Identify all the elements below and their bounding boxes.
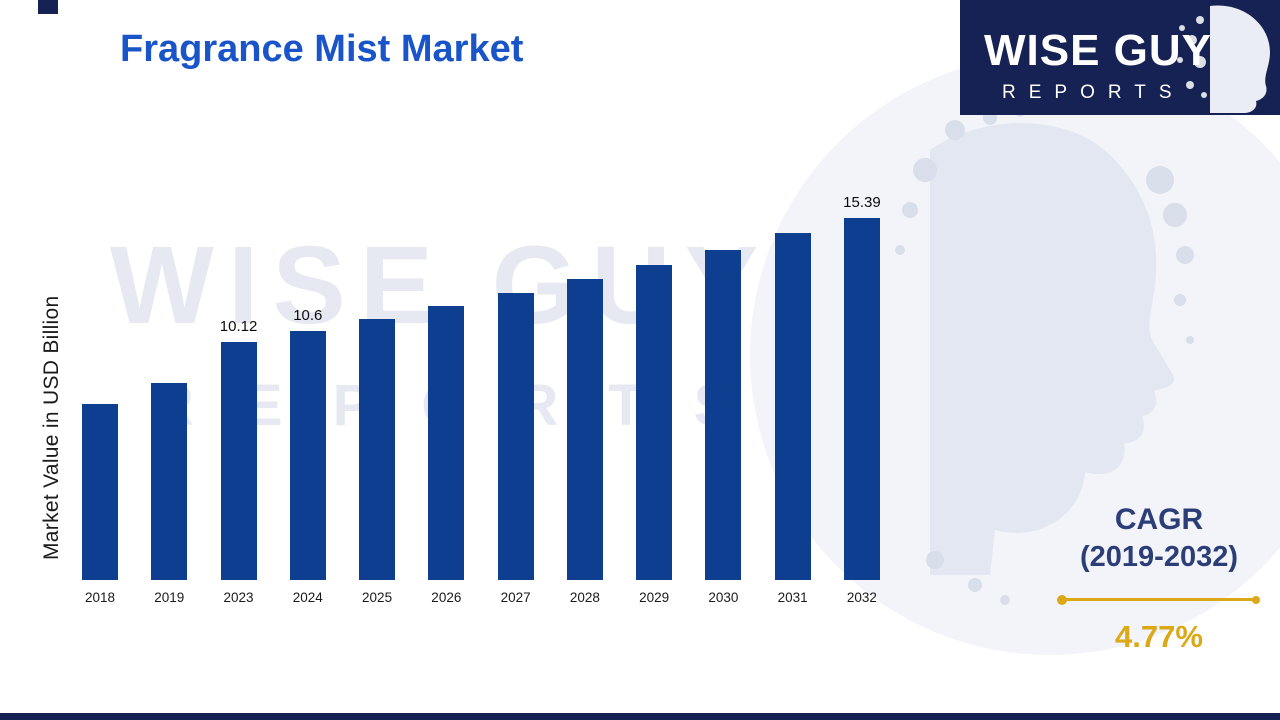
bar-2029 [636, 265, 673, 580]
bar-column: 15.39 2032 [843, 0, 881, 605]
bar-value-label: 10.12 [219, 318, 258, 335]
bar-column: 2029 [636, 0, 673, 605]
corner-accent [38, 0, 58, 14]
y-axis-label: Market Value in USD Billion [40, 295, 63, 560]
x-tick-2026: 2026 [431, 590, 462, 605]
cagr-label: CAGR [1114, 503, 1204, 536]
chart-title: Fragrance Mist Market [120, 28, 524, 70]
cagr-value: 4.77% [1115, 619, 1203, 654]
x-tick-2025: 2025 [362, 590, 393, 605]
bar-2019 [151, 383, 188, 580]
bar-column: 2028 [566, 0, 603, 605]
x-tick-2032: 2032 [846, 590, 877, 605]
bar-column: 2026 [428, 0, 465, 605]
cagr-block: CAGR (2019-2032) 4.77% [1044, 503, 1274, 655]
bar-column: 2025 [359, 0, 396, 605]
bar-column: 2018 [82, 0, 118, 605]
bar-2023 [220, 342, 257, 580]
x-tick-2028: 2028 [569, 590, 600, 605]
x-tick-2031: 2031 [777, 590, 808, 605]
logo-face-icon [1177, 5, 1270, 114]
bar-chart: 2018 2019 10.12 2023 10.6 2024 2025 2026 2027 202… [82, 0, 881, 605]
x-tick-2024: 2024 [292, 590, 323, 605]
x-tick-2023: 2023 [223, 590, 254, 605]
x-tick-2019: 2019 [154, 590, 185, 605]
bar-column: 10.6 2024 [289, 0, 326, 605]
bar-column: 2019 [151, 0, 188, 605]
cagr-divider-line [1057, 594, 1260, 605]
bar-2030 [705, 250, 742, 580]
bar-2026 [428, 306, 465, 580]
logo-subtitle: REPORTS [1002, 82, 1185, 103]
wiseguy-logo: WISE GUY REPORTS [960, 0, 1280, 115]
bar-column: 2030 [705, 0, 742, 605]
bar-2032 [843, 218, 880, 580]
bar-2031 [774, 233, 811, 580]
x-tick-2029: 2029 [639, 590, 670, 605]
bar-2027 [497, 293, 534, 580]
bar-2028 [566, 279, 603, 580]
bar-2018 [82, 404, 118, 580]
bar-value-label: 15.39 [843, 194, 881, 211]
bottom-accent-bar [0, 713, 1280, 720]
bar-column: 2027 [497, 0, 534, 605]
x-tick-2027: 2027 [500, 590, 531, 605]
bar-value-label: 10.6 [293, 307, 323, 324]
bar-column: 10.12 2023 [219, 0, 258, 605]
bar-2025 [359, 319, 396, 580]
x-tick-2018: 2018 [84, 590, 116, 605]
x-tick-2030: 2030 [708, 590, 739, 605]
cagr-range: (2019-2032) [1080, 541, 1238, 573]
bar-column: 2031 [774, 0, 811, 605]
bar-2024 [289, 331, 326, 580]
